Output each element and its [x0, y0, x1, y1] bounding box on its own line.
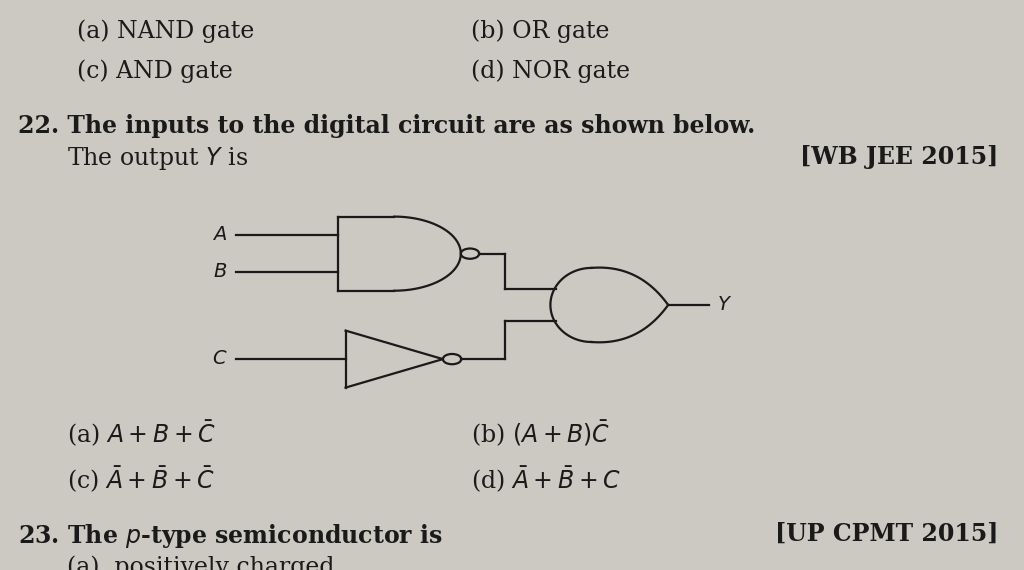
Text: (b) OR gate: (b) OR gate — [471, 20, 609, 43]
Text: $Y$: $Y$ — [717, 296, 732, 314]
Text: The output $Y$ is: The output $Y$ is — [67, 145, 248, 172]
Text: $B$: $B$ — [213, 263, 227, 281]
Text: (a) NAND gate: (a) NAND gate — [77, 20, 254, 43]
Text: (b) $(A + B)\bar{C}$: (b) $(A + B)\bar{C}$ — [471, 419, 610, 449]
Text: 22. The inputs to the digital circuit are as shown below.: 22. The inputs to the digital circuit ar… — [18, 114, 756, 138]
Text: (a) $A + B + \bar{C}$: (a) $A + B + \bar{C}$ — [67, 419, 215, 449]
Text: [UP CPMT 2015]: [UP CPMT 2015] — [775, 522, 998, 545]
Text: $C$: $C$ — [212, 350, 227, 368]
Text: (c) $\bar{A} + \bar{B} + \bar{C}$: (c) $\bar{A} + \bar{B} + \bar{C}$ — [67, 465, 214, 495]
Text: $A$: $A$ — [212, 226, 227, 244]
Text: [WB JEE 2015]: [WB JEE 2015] — [800, 145, 998, 169]
Text: (d) $\bar{A} + \bar{B} + C$: (d) $\bar{A} + \bar{B} + C$ — [471, 465, 621, 495]
Text: (c) AND gate: (c) AND gate — [77, 60, 232, 83]
Text: (a)  positively charged: (a) positively charged — [67, 556, 334, 570]
Text: (d) NOR gate: (d) NOR gate — [471, 60, 630, 83]
Text: 23. The $p$-type semiconductor is: 23. The $p$-type semiconductor is — [18, 522, 443, 549]
